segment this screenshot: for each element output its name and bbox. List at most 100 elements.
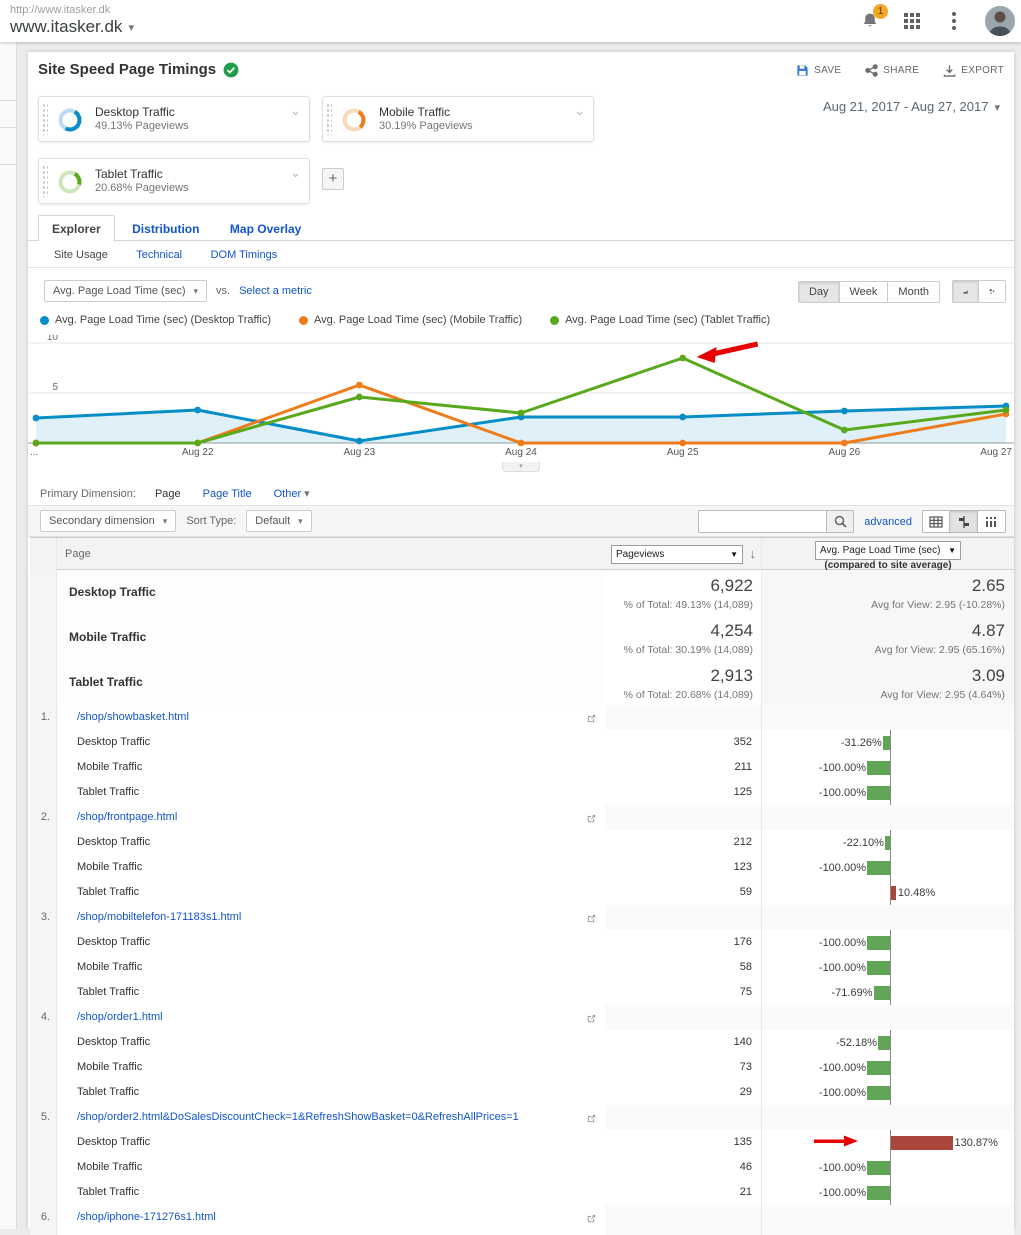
dimension-page-title[interactable]: Page Title <box>202 487 252 500</box>
account-selector[interactable]: www.itasker.dk ▾ <box>10 17 134 37</box>
dropdown-caret-icon: ▼ <box>730 550 738 559</box>
segment-card-desktop[interactable]: Desktop Traffic 49.13% Pageviews ⌄ <box>38 96 310 142</box>
table-body: Desktop Traffic 6,922 % of Total: 49.13%… <box>30 570 1014 1235</box>
subtab-technical[interactable]: Technical <box>136 249 183 261</box>
pageviews-pct-of-total: % of Total: 20.68% (14,089) <box>623 689 753 701</box>
delta-bar-cell: -100.00% <box>762 855 1014 880</box>
dimension-other[interactable]: Other ▾ <box>265 485 319 502</box>
subtab-dom-timings[interactable]: DOM Timings <box>210 249 278 261</box>
metric-dropdown[interactable]: Avg. Page Load Time (sec) ▾ <box>44 280 208 302</box>
drag-handle[interactable] <box>42 103 48 135</box>
delta-bar: -100.00% <box>819 1060 890 1075</box>
page-link[interactable]: /shop/order2.html&DoSalesDiscountCheck=1… <box>77 1111 519 1123</box>
sort-direction-icon[interactable]: ↓ <box>749 546 757 561</box>
export-button[interactable]: EXPORT <box>943 64 1004 77</box>
granularity-month-button[interactable]: Month <box>888 280 940 303</box>
secondary-dimension-button[interactable]: Secondary dimension ▾ <box>40 510 177 532</box>
timeseries-chart[interactable]: 5 10... Aug 22 Aug 23 Aug 24 Aug 25 Aug 26 Aug … <box>28 332 1014 465</box>
subtab-site-usage[interactable]: Site Usage <box>54 249 108 261</box>
export-download-icon <box>943 65 956 77</box>
dimension-page[interactable]: Page <box>146 486 190 510</box>
delta-bar: -100.00% <box>819 960 890 975</box>
drag-handle[interactable] <box>326 103 332 135</box>
table-header-row: Page Pageviews ▼ ↓ Avg. Page Load Time (… <box>30 537 1014 571</box>
negative-delta-bar <box>873 985 890 1000</box>
date-range-selector[interactable]: Aug 21, 2017 - Aug 27, 2017 ▾ <box>823 99 1000 114</box>
delta-percent-label: -31.26% <box>840 736 882 749</box>
open-in-new-icon[interactable] <box>586 1111 597 1129</box>
open-in-new-icon[interactable] <box>586 811 597 829</box>
page-link[interactable]: /shop/mobiltelefon-171183s1.html <box>77 911 242 923</box>
granularity-week-button[interactable]: Week <box>839 280 889 303</box>
share-button[interactable]: SHARE <box>865 64 919 77</box>
metric-column-dropdown[interactable]: Avg. Page Load Time (sec) ▼ <box>815 541 961 560</box>
segment-summary-row: Tablet Traffic 2,913 % of Total: 20.68% … <box>30 660 1014 705</box>
pageviews-column-label: Pageviews <box>616 549 665 560</box>
pageviews-value: 46 <box>605 1155 762 1180</box>
segment-cards: Desktop Traffic 49.13% Pageviews ⌄ Mobil… <box>38 96 758 208</box>
delta-bar: -100.00% <box>819 1085 890 1100</box>
apps-grid-icon <box>904 13 920 29</box>
more-options-button[interactable] <box>943 10 965 32</box>
legend-dot-tablet <box>550 315 560 325</box>
search-button[interactable] <box>826 510 855 533</box>
pageviews-value: 140 <box>605 1030 762 1055</box>
negative-delta-bar <box>867 860 890 875</box>
page-link[interactable]: /shop/order1.html <box>77 1011 163 1023</box>
select-metric-link[interactable]: Select a metric <box>239 285 312 297</box>
save-button[interactable]: SAVE <box>796 64 841 77</box>
notifications-button[interactable]: 1 <box>859 4 888 32</box>
page-link[interactable]: /shop/frontpage.html <box>77 811 178 823</box>
tab-explorer[interactable]: Explorer <box>38 215 115 242</box>
segment-data-row: Mobile Traffic 211 -100.00% <box>30 755 1014 780</box>
delta-bar: 10.48% <box>891 885 935 900</box>
pageviews-column-dropdown[interactable]: Pageviews ▼ <box>611 545 743 564</box>
tab-map-overlay[interactable]: Map Overlay <box>229 222 302 236</box>
notification-count-badge: 1 <box>873 4 888 19</box>
user-avatar[interactable] <box>985 6 1015 36</box>
pageviews-total: 2,913 <box>710 666 753 685</box>
page-link[interactable]: /shop/iphone-171276s1.html <box>77 1211 216 1223</box>
open-in-new-icon[interactable] <box>586 1011 597 1029</box>
drag-handle[interactable] <box>42 165 48 197</box>
legend-dot-mobile <box>299 315 309 325</box>
tab-distribution[interactable]: Distribution <box>132 222 200 236</box>
granularity-day-button[interactable]: Day <box>797 280 840 303</box>
delta-bar: -100.00% <box>819 785 890 800</box>
open-in-new-icon[interactable] <box>586 911 597 929</box>
pageviews-value: 73 <box>605 1055 762 1080</box>
segment-card-tablet[interactable]: Tablet Traffic 20.68% Pageviews ⌄ <box>38 158 310 204</box>
open-in-new-icon[interactable] <box>586 1211 597 1229</box>
sort-type-dropdown[interactable]: Default ▾ <box>246 510 312 532</box>
view-comparison-button[interactable] <box>950 510 978 533</box>
pageviews-total: 4,254 <box>710 621 753 640</box>
table-search-input[interactable] <box>698 510 827 533</box>
motion-chart-mode-button[interactable] <box>979 280 1006 303</box>
segment-label: Tablet Traffic <box>57 1080 605 1105</box>
segment-card-mobile[interactable]: Mobile Traffic 30.19% Pageviews ⌄ <box>322 96 594 142</box>
chevron-down-icon[interactable]: ⌄ <box>290 103 301 118</box>
chevron-down-icon[interactable]: ⌄ <box>574 103 585 118</box>
negative-delta-bar <box>867 1085 890 1100</box>
chart-collapse-handle[interactable]: ▾ <box>502 462 540 472</box>
delta-bar-cell: 130.87% <box>762 1130 1014 1155</box>
apps-grid-button[interactable] <box>901 10 923 32</box>
top-bar: http://www.itasker.dk www.itasker.dk ▾ 1 <box>0 0 1021 42</box>
negative-delta-bar <box>867 1160 890 1175</box>
segment-subtitle: 20.68% Pageviews <box>95 182 189 194</box>
chevron-down-icon[interactable]: ⌄ <box>290 165 301 180</box>
view-pivot-button[interactable] <box>978 510 1006 533</box>
delta-bar: -31.26% <box>840 735 890 750</box>
pageviews-value: 58 <box>605 955 762 980</box>
advanced-search-link[interactable]: advanced <box>864 515 912 528</box>
add-segment-button[interactable]: + <box>322 168 344 190</box>
metric-value: 3.09 <box>971 666 1005 685</box>
delta-bar-cell: -100.00% <box>762 1155 1014 1180</box>
page-link[interactable]: /shop/showbasket.html <box>77 711 189 723</box>
delta-bar-cell: -100.00% <box>762 755 1014 780</box>
delta-bar-cell: -100.00% <box>762 930 1014 955</box>
view-table-button[interactable] <box>922 510 950 533</box>
delta-bar: -100.00% <box>819 1160 890 1175</box>
line-chart-mode-button[interactable] <box>952 280 979 303</box>
open-in-new-icon[interactable] <box>586 711 597 729</box>
